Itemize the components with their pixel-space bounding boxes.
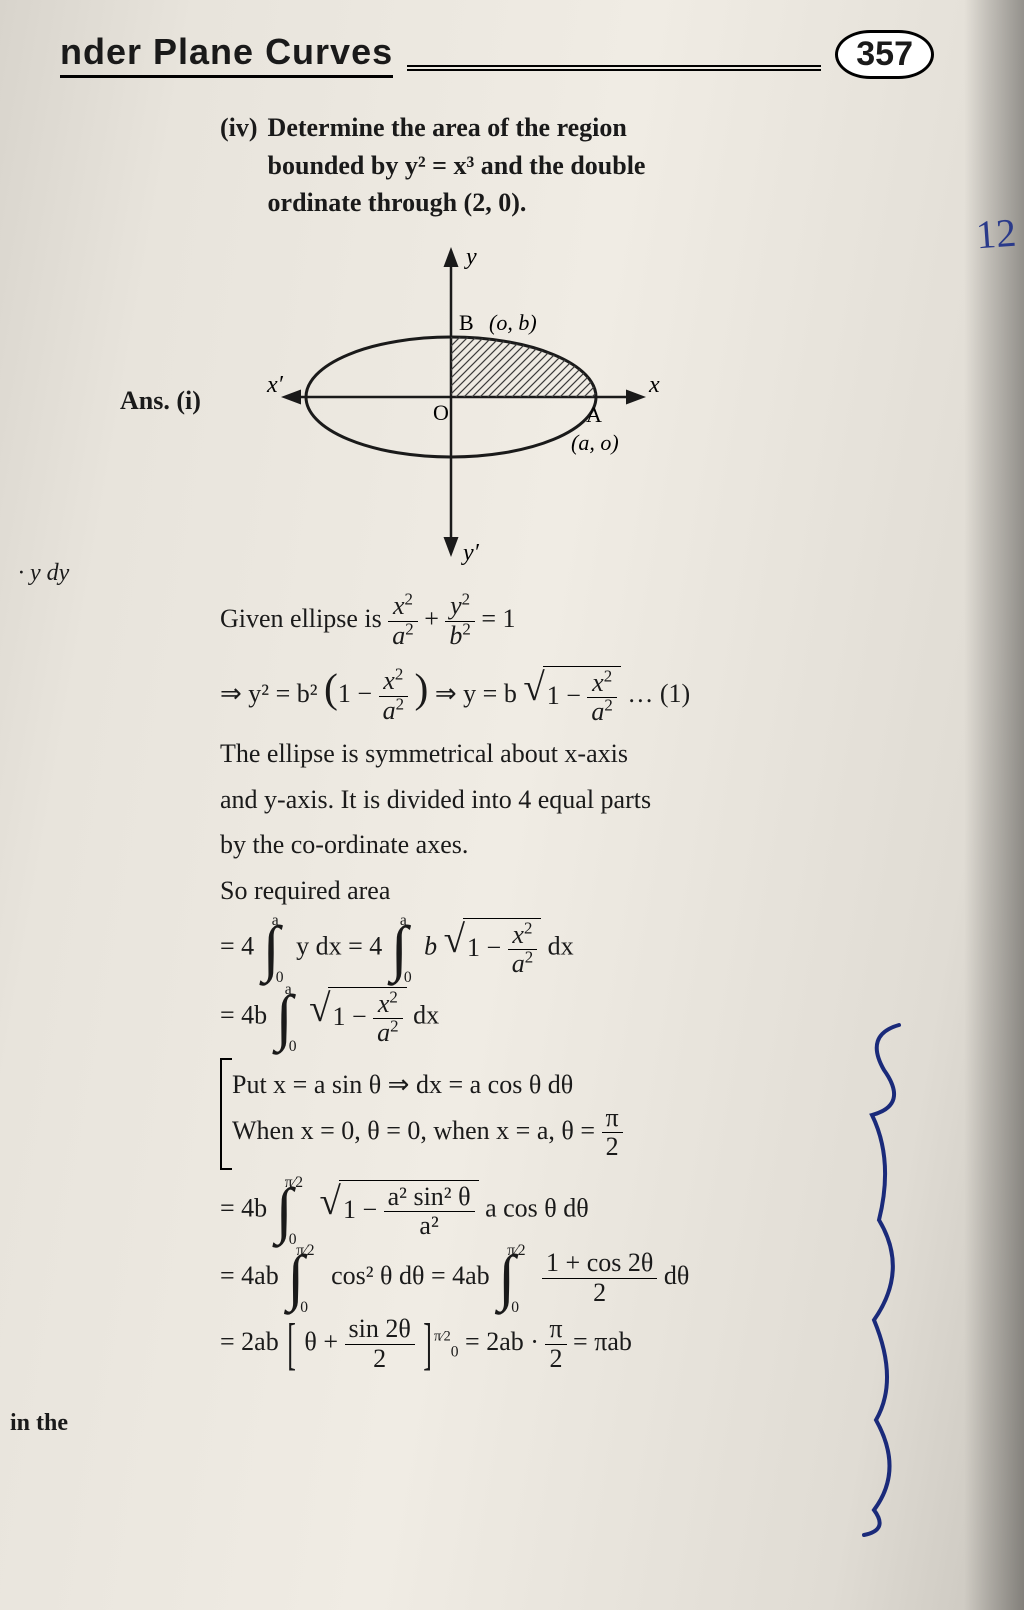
answer-row: Ans. (i) (120, 242, 934, 572)
step4: = 4ab ∫π⁄20 cos² θ dθ = 4ab ∫π⁄20 1 + co… (220, 1249, 934, 1307)
step2-pre: = 4b (220, 1000, 267, 1029)
margin-in-the: in the (10, 1410, 68, 1437)
derive-lhs: ⇒ y² = b² (220, 679, 318, 708)
chapter-title: nder Plane Curves (60, 31, 393, 78)
point-B-label: B (459, 310, 474, 335)
sub-line1: Put x = a sin θ ⇒ dx = a cos θ dθ (232, 1066, 934, 1104)
step5-pre: = 2ab (220, 1327, 279, 1356)
given-line: Given ellipse is x2a2 + y2b2 = 1 (220, 592, 934, 650)
symmetry-line3: by the co-ordinate axes. (220, 826, 934, 864)
step4-post: dθ (664, 1261, 689, 1290)
derive-mid: ⇒ y = b (435, 679, 517, 708)
x-neg-axis-label: x′ (266, 372, 284, 398)
question-number: (iv) (220, 109, 258, 222)
question-line1: Determine the area of the region (268, 113, 627, 142)
point-B-coord: (o, b) (489, 310, 537, 335)
answer-label: Ans. (i) (120, 382, 201, 420)
question-block: (iv) Determine the area of the region bo… (220, 109, 934, 222)
step1-pre: = 4 (220, 931, 254, 960)
origin-label: O (433, 400, 449, 425)
step5: = 2ab [ θ + sin 2θ2 ]π⁄20 = 2ab · π2 = π… (220, 1315, 934, 1373)
step4-pre: = 4ab (220, 1261, 279, 1290)
step1-b: b (424, 931, 437, 960)
point-A-label: A (586, 402, 602, 427)
derive-end: … (1) (627, 679, 690, 708)
step2-dx: dx (413, 1000, 439, 1029)
question-text: Determine the area of the region bounded… (268, 109, 646, 222)
y-neg-axis-label: y′ (461, 540, 480, 566)
derive-line: ⇒ y² = b² (1 − x2a2 ) ⇒ y = b √1 − x2a2 … (220, 658, 934, 727)
main-content: (iv) Determine the area of the region bo… (60, 109, 934, 1373)
header-row: nder Plane Curves 357 (60, 30, 934, 79)
step5-mid: = 2ab · (465, 1327, 545, 1356)
margin-ydy: · y dy (18, 560, 69, 587)
step3-pre: = 4b (220, 1193, 267, 1222)
symmetry-line2: and y-axis. It is divided into 4 equal p… (220, 781, 934, 819)
step1: = 4 ∫a0 y dx = 4 ∫a0 b √1 − x2a2 dx (220, 918, 934, 979)
page-number-badge: 357 (835, 30, 934, 79)
step1-dx: dx (548, 931, 574, 960)
symmetry-line1: The ellipse is symmetrical about x-axis (220, 735, 934, 773)
x-axis-label: x (648, 372, 660, 398)
y-axis-label: y (464, 244, 477, 270)
required-area-label: So required area (220, 872, 934, 910)
step3-post: a cos θ dθ (485, 1193, 589, 1222)
sub-line2: When x = 0, θ = 0, when x = a, θ = π2 (232, 1104, 934, 1162)
step5-end: = πab (573, 1327, 632, 1356)
diagram-svg: y y′ x x′ O B (o, b) A (a, o) (251, 242, 681, 572)
question-line2: bounded by y² = x³ and the double (268, 151, 646, 180)
pen-squiggle (844, 1020, 924, 1540)
ellipse-diagram: y y′ x x′ O B (o, b) A (a, o) (251, 242, 681, 572)
header-divider (407, 65, 821, 71)
given-prefix: Given ellipse is (220, 604, 388, 633)
step1-mid: y dx = 4 (296, 931, 382, 960)
point-A-coord: (a, o) (571, 430, 619, 455)
question-line3: ordinate through (2, 0). (268, 188, 527, 217)
substitution-block: Put x = a sin θ ⇒ dx = a cos θ dθ When x… (220, 1060, 934, 1168)
eq-rhs: = 1 (481, 604, 515, 633)
step2: = 4b ∫a0 √1 − x2a2 dx (220, 987, 934, 1048)
step4-cos2: cos² θ dθ = 4ab (331, 1261, 490, 1290)
step3: = 4b ∫π⁄20 √1 − a² sin² θa² a cos θ dθ (220, 1180, 934, 1241)
